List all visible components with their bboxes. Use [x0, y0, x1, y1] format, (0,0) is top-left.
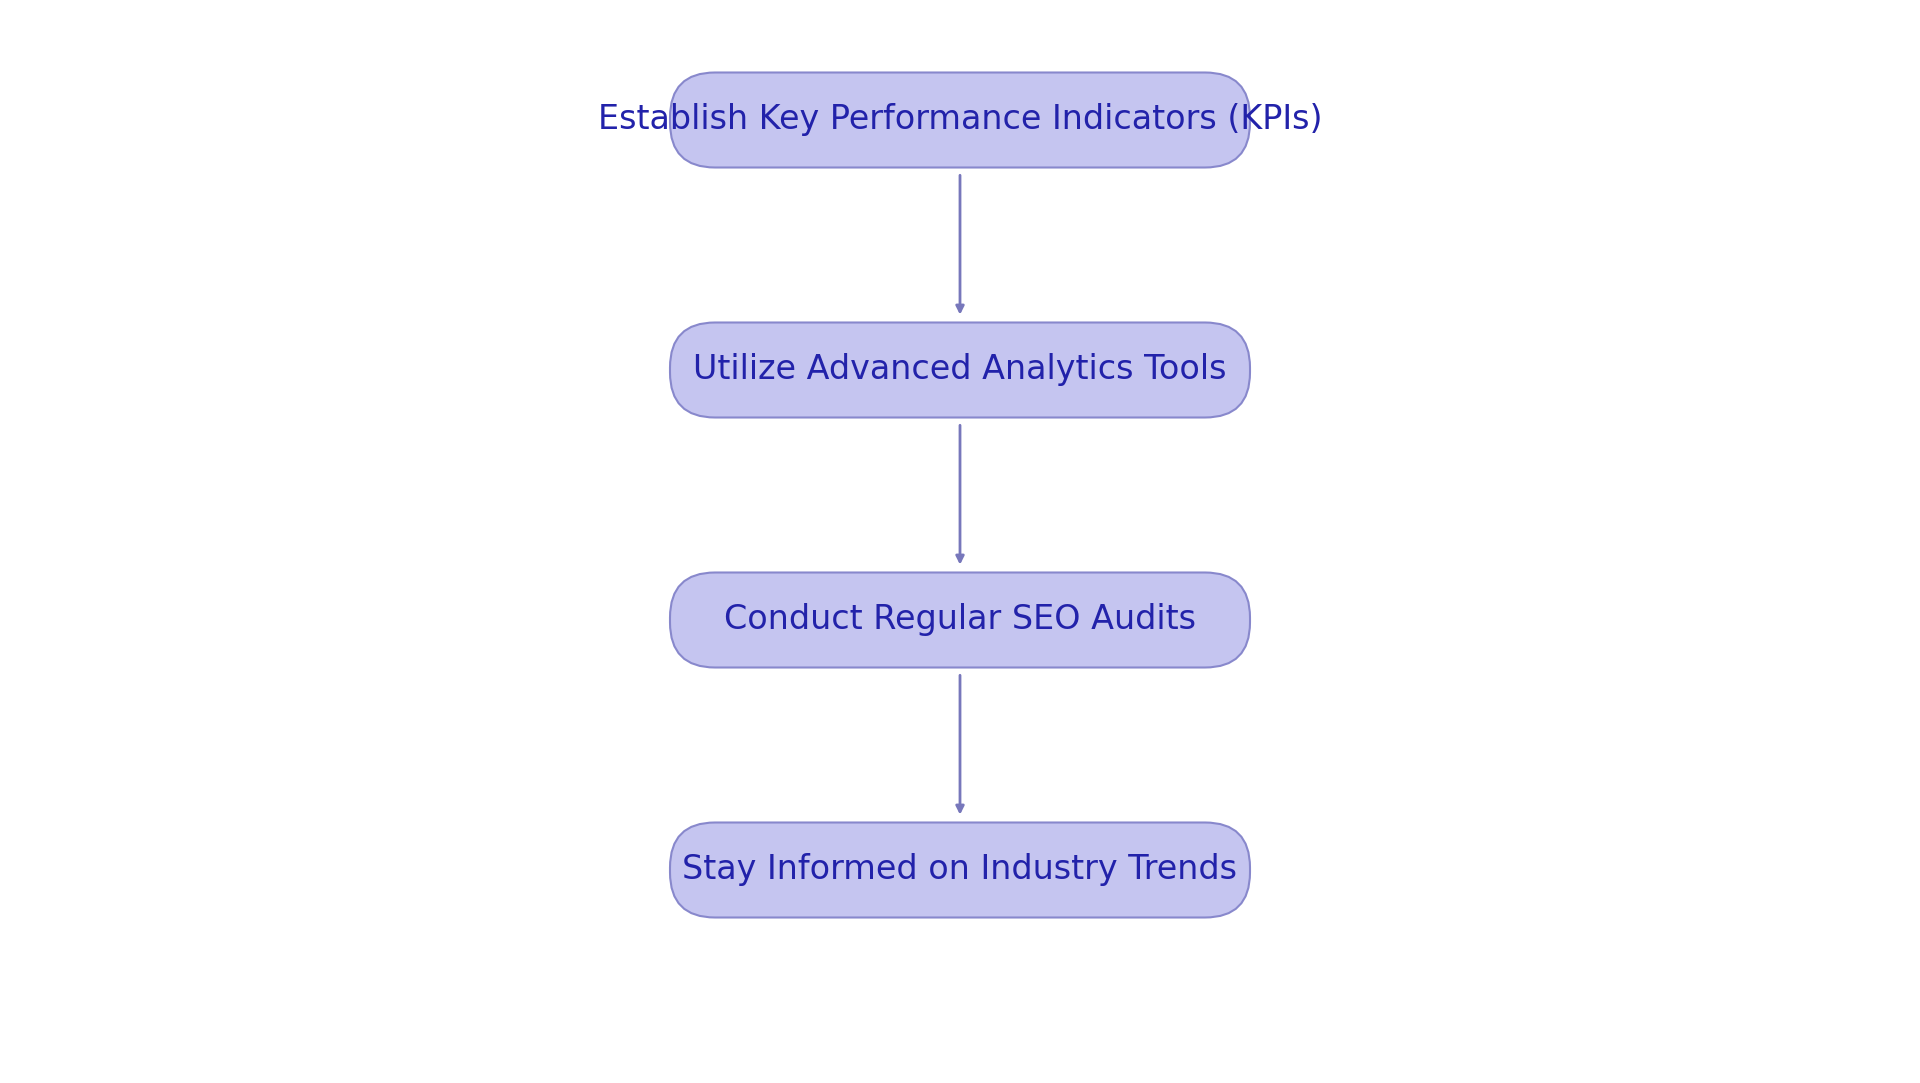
FancyBboxPatch shape — [670, 323, 1250, 418]
FancyBboxPatch shape — [670, 573, 1250, 667]
Text: Conduct Regular SEO Audits: Conduct Regular SEO Audits — [724, 603, 1196, 637]
Text: Stay Informed on Industry Trends: Stay Informed on Industry Trends — [682, 853, 1238, 887]
Text: Utilize Advanced Analytics Tools: Utilize Advanced Analytics Tools — [693, 353, 1227, 387]
FancyBboxPatch shape — [670, 73, 1250, 168]
Text: Establish Key Performance Indicators (KPIs): Establish Key Performance Indicators (KP… — [597, 104, 1323, 136]
FancyBboxPatch shape — [670, 822, 1250, 917]
